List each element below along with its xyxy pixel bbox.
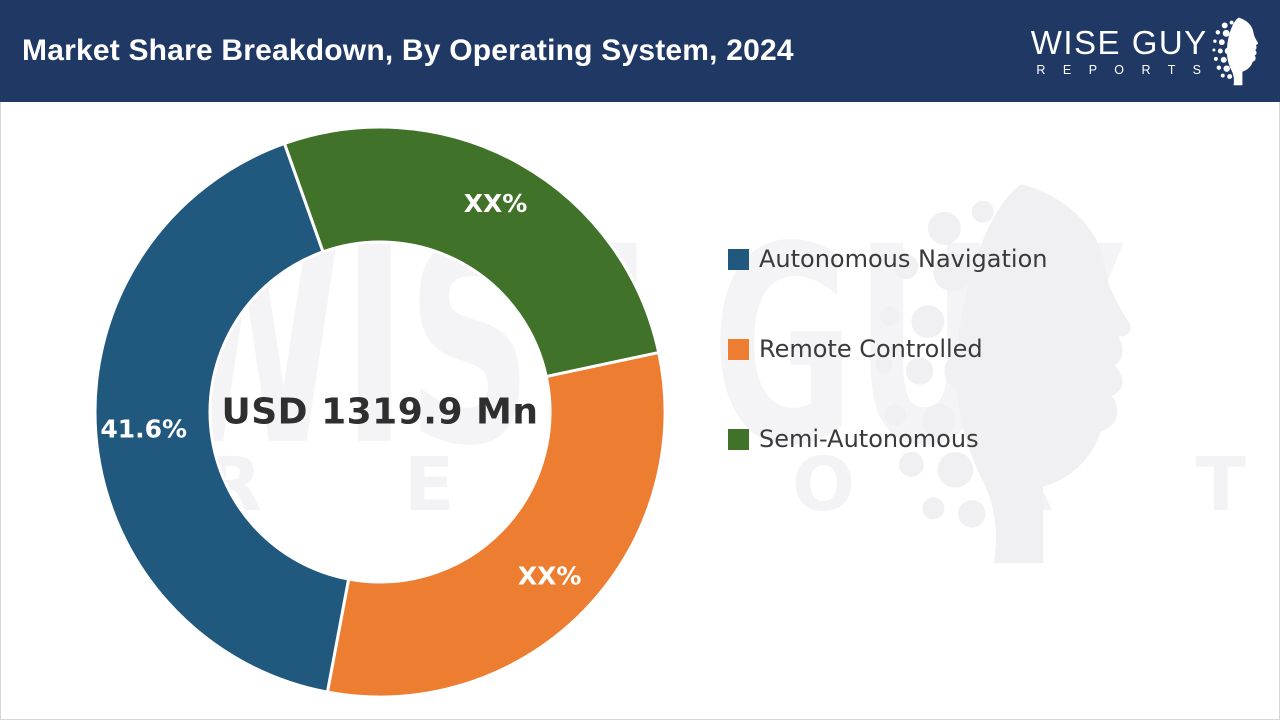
donut-chart: XX% XX% 41.6% bbox=[93, 125, 667, 699]
segment-value-label-autonomous-navigation: 41.6% bbox=[100, 415, 187, 444]
logo-face-icon bbox=[1210, 16, 1264, 86]
legend-swatch-remote-controlled bbox=[728, 338, 749, 360]
watermark-text-reports: R E P O R T S bbox=[205, 442, 1280, 528]
donut-segment-semi-autonomous bbox=[282, 125, 661, 379]
logo-wordmark: WISE GUY bbox=[1030, 23, 1208, 61]
legend-item-autonomous-navigation: Autonomous Navigation bbox=[728, 245, 1048, 273]
segment-value-label-remote-controlled: XX% bbox=[518, 562, 582, 591]
legend-label-semi-autonomous: Semi-Autonomous bbox=[759, 425, 979, 453]
legend-label-autonomous-navigation: Autonomous Navigation bbox=[759, 245, 1048, 273]
chart-title: Market Share Breakdown, By Operating Sys… bbox=[22, 34, 794, 67]
legend: Autonomous Navigation Remote Controlled Se… bbox=[728, 245, 1048, 516]
wise-guy-reports-logo: WISE GUY R E P O R T S bbox=[1030, 16, 1264, 86]
segment-value-label-semi-autonomous: XX% bbox=[464, 189, 528, 218]
legend-item-semi-autonomous: Semi-Autonomous bbox=[728, 425, 1047, 453]
donut-center-value: USD 1319.9 Mn bbox=[221, 391, 539, 433]
donut-segment-autonomous-navigation bbox=[93, 142, 351, 694]
donut-segment-remote-controlled bbox=[325, 351, 667, 699]
legend-label-remote-controlled: Remote Controlled bbox=[759, 335, 983, 363]
logo-subtext: R E P O R T S bbox=[1036, 62, 1208, 77]
legend-swatch-semi-autonomous bbox=[728, 428, 749, 450]
legend-item-remote-controlled: Remote Controlled bbox=[728, 335, 1047, 363]
header-bar: Market Share Breakdown, By Operating Sys… bbox=[0, 0, 1280, 102]
legend-swatch-autonomous-navigation bbox=[728, 248, 749, 270]
